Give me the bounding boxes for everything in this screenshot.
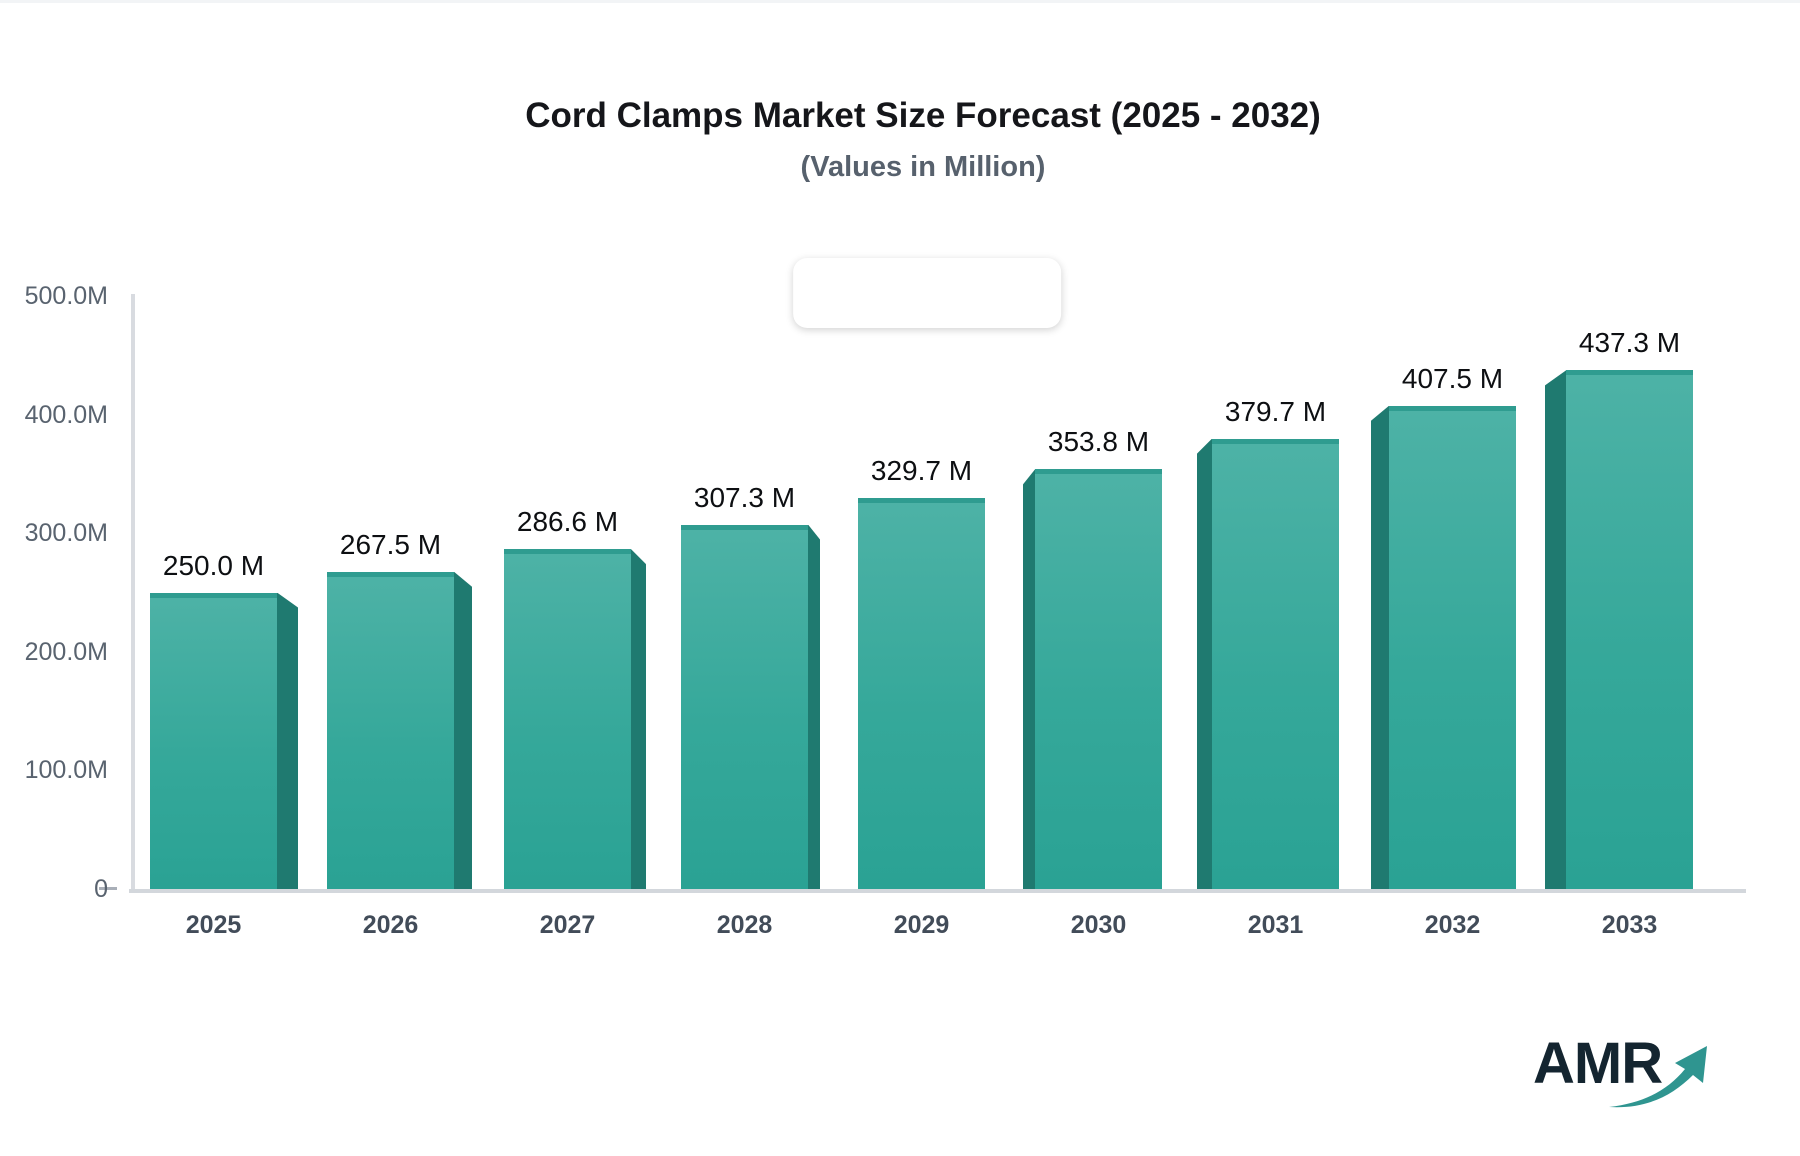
bar-value-label: 267.5 M [339,528,442,560]
bar-2025[interactable] [150,592,277,889]
y-tick-label: 400.0M [24,400,108,429]
y-tick-label: 500.0M [24,282,108,310]
x-tick-label: 2025 [185,911,242,939]
bar-2031[interactable] [1212,438,1339,889]
bar-value-label: 437.3 M [1578,327,1681,359]
bar-2029[interactable] [858,497,985,889]
x-axis-line [129,889,1746,893]
page-title: Cord Clamps Market Size Forecast (2025 -… [525,96,1321,135]
y-tick-label: 100.0M [24,756,108,785]
x-tick-label: 2032 [1424,911,1481,939]
bar-2027[interactable] [504,549,631,889]
bar-2030[interactable] [1035,469,1162,889]
page-subtitle: (Values in Million) [800,151,1046,183]
y-tick-label: 0 [94,875,108,903]
x-tick-label: 2030 [1070,911,1127,939]
logo-text: AMR [1533,1031,1663,1096]
cagr-badge: CAGR: 7.24% [793,258,1061,328]
y-axis-line [131,294,135,893]
bar-side-face [1023,469,1035,889]
x-tick-label: 2026 [362,911,419,939]
growth-arrow-icon [1609,1046,1707,1108]
bar-2028[interactable] [681,524,808,889]
y-tick-label: 200.0M [24,637,108,666]
amr-logo: AMR [1533,1035,1733,1115]
bar-2033[interactable] [1566,370,1693,889]
bar-side-face [454,571,472,889]
bar-value-label: 250.0 M [162,549,265,581]
zero-tick-mark [99,887,117,890]
bar-value-label: 307.3 M [693,481,796,513]
x-tick-label: 2027 [539,911,596,939]
bar-side-face [1545,370,1566,889]
x-tick-label: 2033 [1601,911,1658,939]
bar-value-label: 286.6 M [516,506,619,538]
bar-value-label: 329.7 M [870,454,973,486]
x-tick-label: 2028 [716,911,773,939]
bar-side-face [1371,405,1389,889]
bar-value-label: 407.5 M [1401,362,1504,394]
bar-side-face [277,592,298,889]
x-tick-label: 2031 [1247,911,1304,939]
bar-2032[interactable] [1389,405,1516,889]
bar-side-face [1197,438,1212,889]
bar-value-label: 379.7 M [1224,395,1327,427]
bar-side-face [631,549,646,889]
bar-2026[interactable] [327,571,454,889]
bar-side-face [808,524,820,889]
y-tick-label: 300.0M [24,519,108,548]
bar-value-label: 353.8 M [1047,426,1150,458]
x-tick-label: 2029 [893,911,950,939]
